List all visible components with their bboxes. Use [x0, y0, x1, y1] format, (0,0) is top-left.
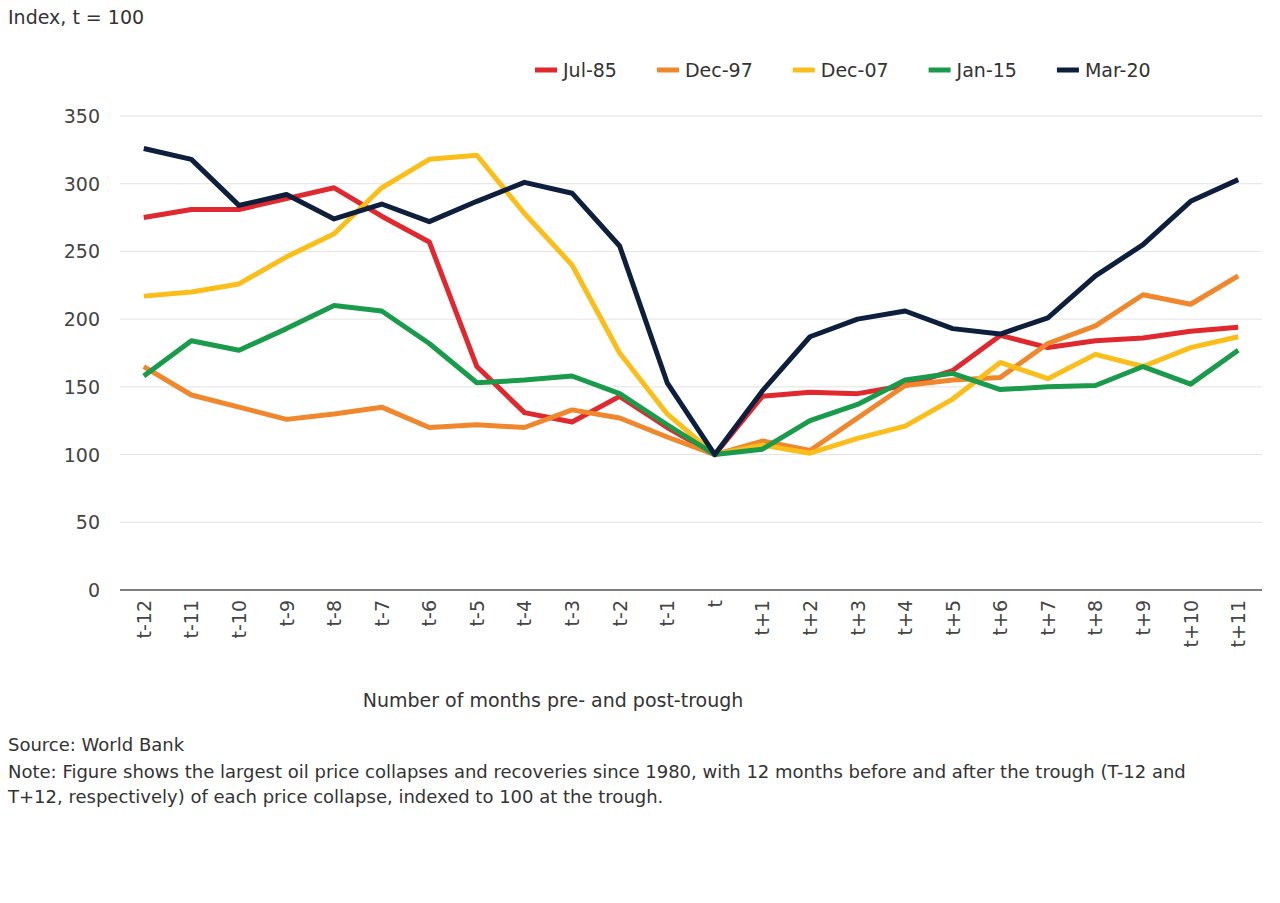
grid-line: [120, 183, 1262, 184]
x-tick-label: t-12: [133, 600, 155, 638]
x-tick-label: t+3: [847, 600, 869, 635]
y-tick-label: 100: [64, 444, 100, 466]
y-axis-label: Index, t = 100: [8, 6, 144, 28]
grid-line: [120, 454, 1262, 455]
x-tick-label: t-9: [276, 600, 298, 626]
y-tick-label: 150: [64, 376, 100, 398]
grid-line: [120, 116, 1262, 117]
x-tick-label: t+8: [1084, 600, 1106, 635]
grid-line: [120, 319, 1262, 320]
x-tick-label: t+9: [1132, 600, 1154, 635]
legend-swatch: [929, 68, 951, 73]
x-tick-label: t-1: [656, 600, 678, 626]
x-tick-label: t: [704, 600, 726, 607]
source: Source: World Bank: [8, 734, 184, 755]
y-tick-label: 200: [64, 308, 100, 330]
legend-swatch: [657, 68, 679, 73]
x-tick-label: t+2: [799, 600, 821, 635]
x-tick-label: t-6: [418, 600, 440, 626]
grid-line: [120, 522, 1262, 523]
x-tick-label: t-2: [609, 600, 631, 626]
legend-label: Mar-20: [1085, 59, 1151, 81]
legend-label: Dec-07: [821, 59, 889, 81]
x-tick-label: t+4: [894, 600, 916, 635]
legend-swatch: [793, 68, 815, 73]
note: Note: Figure shows the largest oil price…: [8, 759, 1223, 809]
x-tick-label: t-8: [323, 600, 345, 626]
legend-swatch: [535, 68, 557, 73]
plot-lines: [144, 149, 1238, 455]
x-tick-label: t+5: [942, 600, 964, 635]
series-line: [144, 155, 1238, 454]
legend-swatch: [1057, 68, 1079, 73]
x-axis-line: [120, 590, 1262, 591]
x-tick-label: t+6: [989, 600, 1011, 635]
x-tick-label: t-4: [513, 600, 535, 626]
x-tick-label: t-5: [466, 600, 488, 626]
x-tick-label: t-10: [228, 600, 250, 638]
x-tick-label: t+7: [1037, 600, 1059, 635]
y-tick-label: 350: [64, 105, 100, 127]
y-tick-label: 250: [64, 240, 100, 262]
x-axis-label: Number of months pre- and post-trough: [363, 689, 744, 711]
x-tick-label: t+10: [1180, 600, 1202, 648]
x-tick-label: t+1: [751, 600, 773, 635]
x-tick-label: t-3: [561, 600, 583, 626]
series-line: [144, 149, 1238, 455]
x-tick-label: t-11: [180, 600, 202, 638]
x-tick-label: t+11: [1227, 600, 1249, 648]
grid-line: [120, 590, 1262, 591]
series-line: [144, 306, 1238, 455]
y-tick-label: 50: [76, 511, 100, 533]
legend-label: Jan-15: [956, 59, 1017, 81]
legend-label: Dec-97: [685, 59, 753, 81]
legend-label: Jul-85: [562, 59, 617, 81]
y-tick-label: 0: [88, 579, 100, 601]
x-tick-label: t-7: [371, 600, 393, 626]
y-tick-label: 300: [64, 173, 100, 195]
